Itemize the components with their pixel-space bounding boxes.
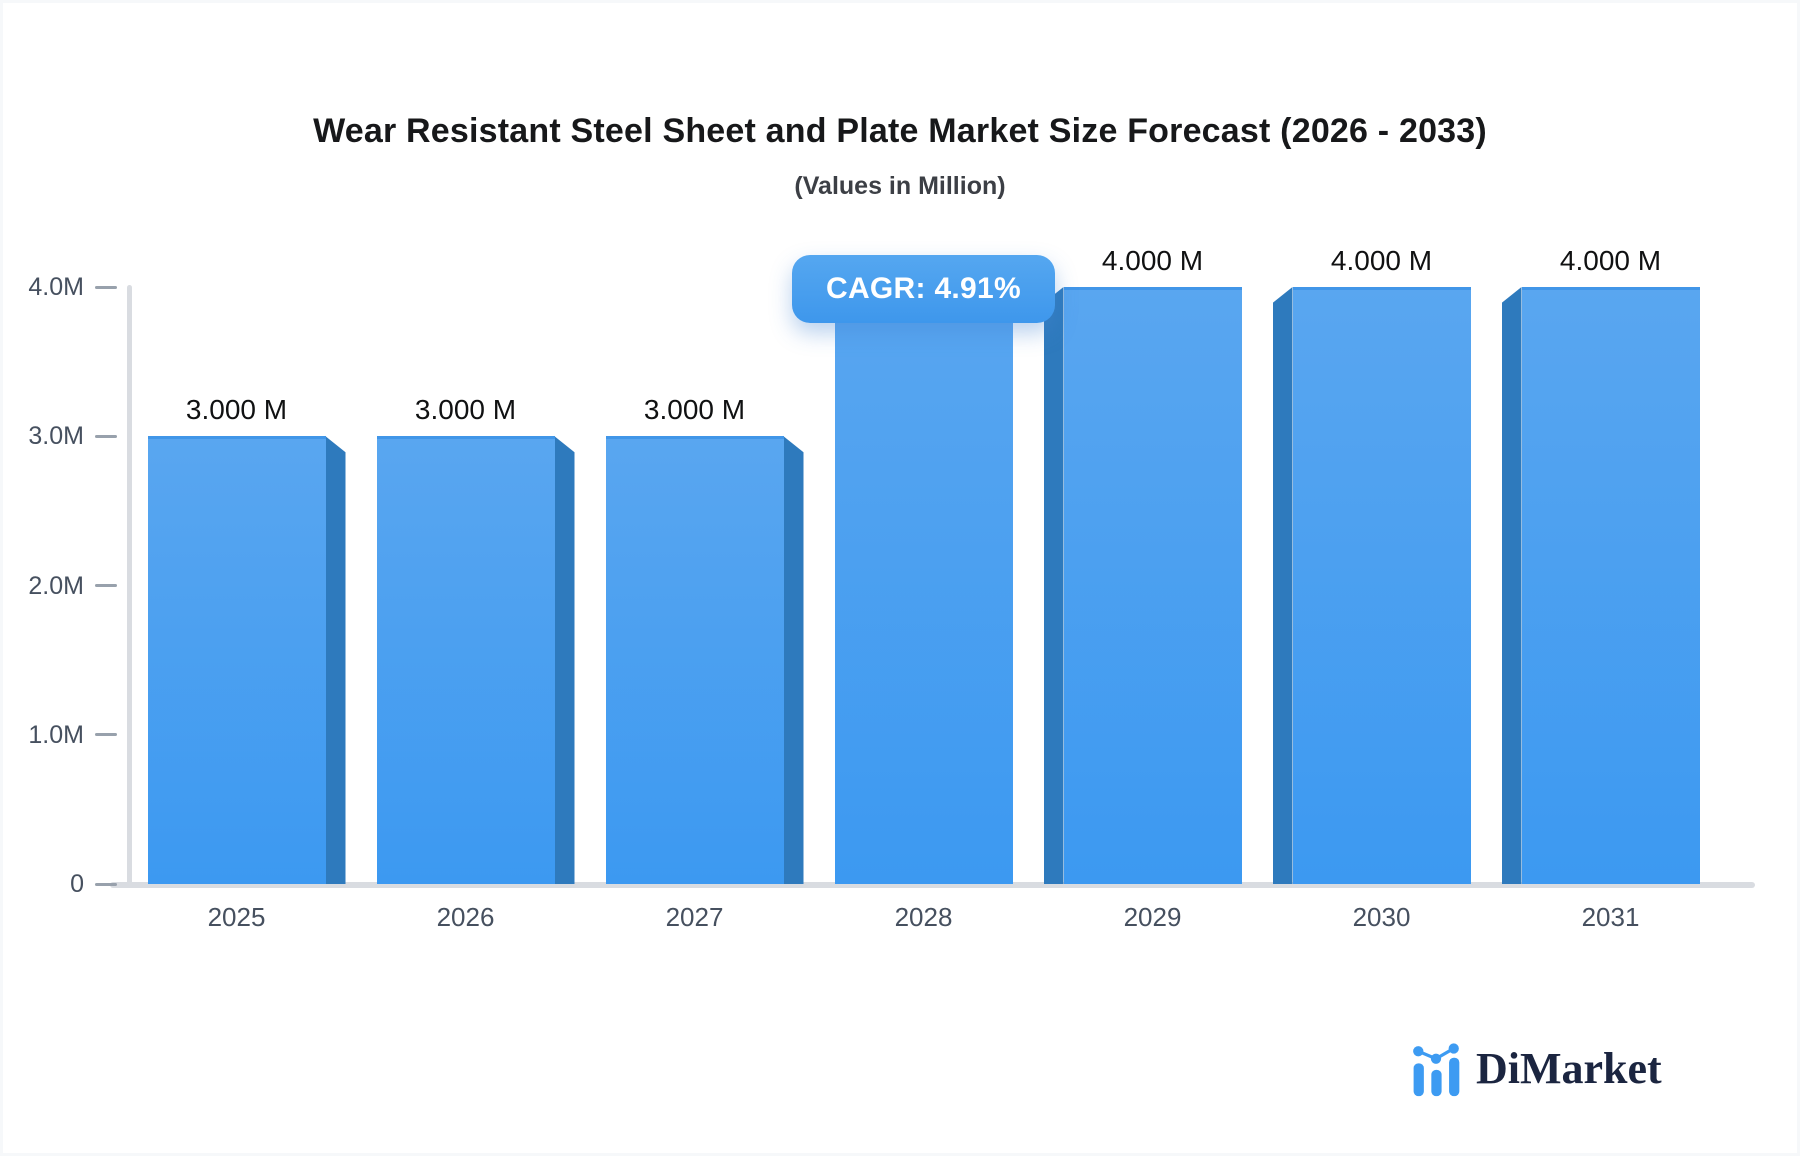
chart-title: Wear Resistant Steel Sheet and Plate Mar… [313,112,1487,150]
y-tick-mark [95,434,117,438]
y-tick-label: 3.0M [28,422,84,451]
x-axis-label-2029: 2029 [1123,902,1182,932]
chart-subtitle: (Values in Million) [794,172,1006,200]
y-axis-line [127,285,132,885]
bar-3d-side-2029 [1043,287,1064,884]
x-axis-label-2025: 2025 [207,902,266,932]
y-tick-label: 1.0M [28,720,84,749]
y-tick-label: 2.0M [28,571,84,600]
y-tick-label: 0 [70,870,84,898]
bar-2031 [1521,287,1700,884]
y-tick-mark [95,882,117,886]
bar-2025 [147,436,326,884]
bar-3d-side-2031 [1501,287,1522,884]
y-tick-label: 4.0M [28,273,84,301]
bar-value-label-2025: 3.000 M [185,394,288,426]
bar-value-label-2026: 3.000 M [414,394,517,426]
bar-2028 [834,287,1013,884]
bar-value-label-2027: 3.000 M [643,394,746,426]
x-axis-label-2027: 2027 [665,902,724,932]
x-axis-baseline [110,882,1755,888]
x-axis-label-2031: 2031 [1581,902,1640,932]
x-axis-label-2026: 2026 [436,902,495,932]
bar-3d-side-2030 [1272,287,1293,884]
cagr-badge-label: CAGR: 4.91% [825,272,1022,305]
bar-value-label-2029: 4.000 M [1101,245,1204,276]
bar-2027 [605,436,784,884]
y-tick-mark [95,733,117,737]
cagr-badge: CAGR: 4.91% [792,255,1055,323]
y-tick-mark [95,285,117,289]
bar-2030 [1292,287,1471,884]
bar-2029 [1063,287,1242,884]
x-axis-label-2028: 2028 [894,902,953,932]
bar-3d-side-2026 [554,436,575,884]
brand-logo: DiMarket [1408,1038,1662,1100]
bar-3d-side-2025 [325,436,346,884]
bar-chart-logo-icon [1413,1043,1460,1097]
brand-logo-text: DiMarket [1476,1044,1662,1093]
bar-value-label-2030: 4.000 M [1330,245,1433,276]
x-axis-label-2030: 2030 [1352,902,1411,932]
bar-3d-side-2027 [783,436,804,884]
bar-value-label-2031: 4.000 M [1559,245,1662,276]
bar-2026 [376,436,555,884]
y-tick-mark [95,584,117,587]
